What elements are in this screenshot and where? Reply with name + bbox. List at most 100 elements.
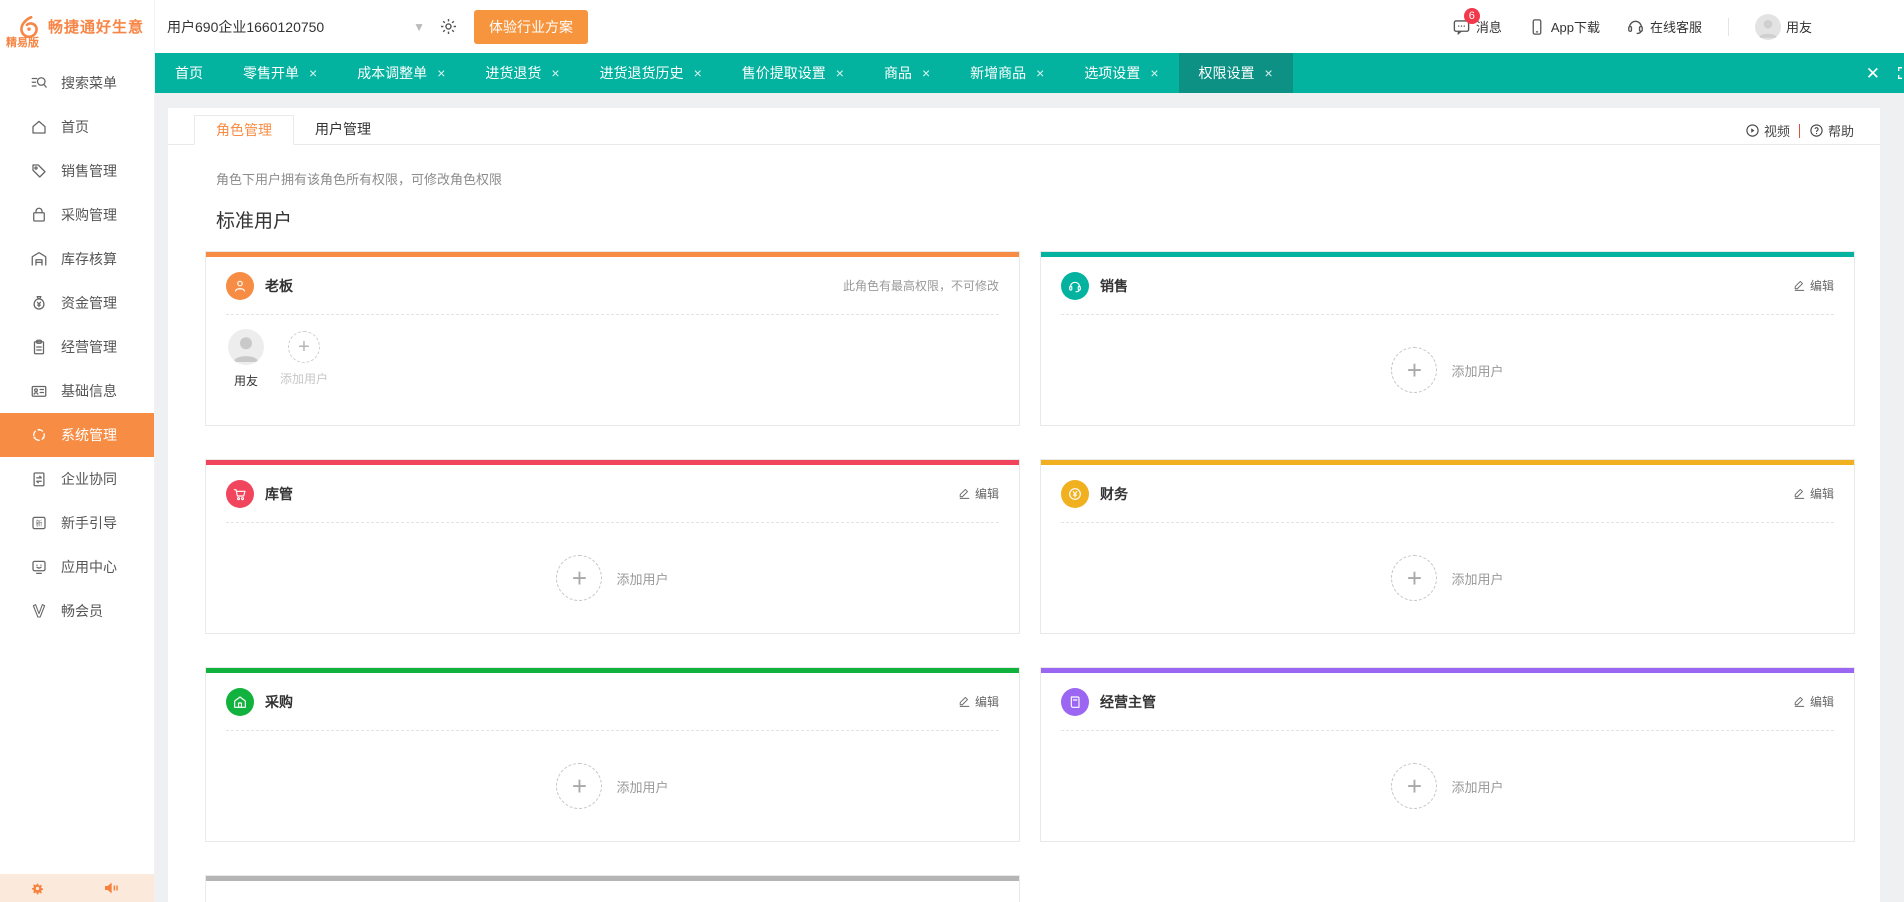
- boss-icon: [226, 271, 254, 300]
- tab-close-icon[interactable]: ×: [835, 65, 844, 81]
- online-service-button[interactable]: 在线客服: [1626, 17, 1702, 36]
- main-content: 角色管理 用户管理 视频 帮助: [155, 93, 1904, 902]
- sidebar-item-funds[interactable]: 资金管理: [0, 281, 154, 325]
- sidebar-item-baseinfo[interactable]: 基础信息: [0, 369, 154, 413]
- baseinfo-icon: [30, 382, 48, 400]
- add-user-label: 添加用户: [616, 571, 669, 587]
- home-icon: [30, 118, 48, 136]
- sidebar-item-inventory[interactable]: 库存核算: [0, 237, 154, 281]
- sidebar-item-appcenter[interactable]: 应用中心: [0, 545, 154, 589]
- sidebar-item-purchase[interactable]: 采购管理: [0, 193, 154, 237]
- top-bar: 畅捷通好生意 精易版 用户690企业1660120750 ▼ 体验行业方案 消息…: [0, 0, 1904, 53]
- edit-role-button[interactable]: 编辑: [1793, 277, 1834, 294]
- edit-role-button[interactable]: 编辑: [1793, 485, 1834, 502]
- user-menu[interactable]: 用友: [1754, 13, 1812, 40]
- tab-close-icon[interactable]: ×: [693, 65, 702, 81]
- plus-icon: +: [1391, 555, 1438, 601]
- edit-role-button[interactable]: 编辑: [1793, 693, 1834, 710]
- add-user-button[interactable]: + 添加用户: [280, 329, 328, 389]
- workspace-tab[interactable]: 权限设置 ×: [1178, 53, 1293, 93]
- workspace-tab[interactable]: 售价提取设置 ×: [722, 53, 864, 93]
- role-note: 此角色有最高权限，不可修改: [842, 279, 999, 293]
- role-card-color-bar: [1041, 460, 1854, 465]
- topbar-divider: [1727, 17, 1729, 36]
- workspace-tabbar: 首页 零售开单 × 成本调整单 × 进货退货 × 进货退货历史 × 售价提取设置 × 商品 × 新增商品 ×…: [155, 53, 1904, 93]
- role-card-color-bar: [206, 252, 1019, 257]
- help-link[interactable]: 帮助: [1809, 121, 1854, 140]
- trial-industry-button[interactable]: 体验行业方案: [474, 9, 588, 44]
- workspace-tab[interactable]: 成本调整单 ×: [337, 53, 465, 93]
- edit-role-button[interactable]: 编辑: [958, 485, 999, 502]
- settings-gear-icon[interactable]: [439, 17, 458, 36]
- tab-close-icon[interactable]: ×: [309, 65, 318, 81]
- close-all-tabs-icon[interactable]: ✕: [1865, 63, 1880, 83]
- tab-user-management[interactable]: 用户管理: [315, 121, 371, 137]
- workspace-tab[interactable]: 进货退货历史 ×: [580, 53, 722, 93]
- role-user[interactable]: 用友: [228, 329, 264, 389]
- user-avatar: [228, 329, 264, 365]
- sidebar-item-guide[interactable]: 新 新手引导: [0, 501, 154, 545]
- sidebar-item-search[interactable]: 搜索菜单: [0, 61, 154, 105]
- sidebar-item-member[interactable]: 畅会员: [0, 589, 154, 633]
- sidebar-item-label: 经营管理: [61, 339, 117, 355]
- workspace-tab[interactable]: 零售开单 ×: [223, 53, 337, 93]
- purchase-icon: [30, 206, 48, 224]
- add-user-button[interactable]: + 添加用户: [206, 731, 1019, 841]
- role-card-header: 销售 编辑: [1041, 257, 1854, 314]
- account-select[interactable]: 用户690企业1660120750 ▼: [167, 17, 425, 37]
- plus-icon: +: [288, 331, 320, 363]
- fullscreen-icon[interactable]: [1896, 65, 1904, 81]
- tab-close-icon[interactable]: ×: [551, 65, 560, 81]
- edit-role-button[interactable]: 编辑: [958, 693, 999, 710]
- inventory-icon: [30, 250, 48, 268]
- messages-count-badge: 6: [1463, 8, 1480, 24]
- sidebar-item-operation[interactable]: 经营管理: [0, 325, 154, 369]
- role-card: [205, 875, 1020, 902]
- tab-close-icon[interactable]: ×: [1264, 65, 1273, 81]
- role-card-color-bar: [206, 876, 1019, 881]
- role-card-header: [206, 881, 1019, 902]
- phone-icon: [1528, 18, 1546, 36]
- add-user-button[interactable]: + 添加用户: [1041, 523, 1854, 633]
- messages-button[interactable]: 消息 6: [1452, 8, 1502, 36]
- plus-icon: +: [556, 555, 603, 601]
- sidebar-item-system[interactable]: 系统管理: [0, 413, 154, 457]
- sales-role-icon: [1061, 271, 1089, 300]
- workspace-tab-label: 零售开单: [243, 65, 299, 81]
- add-user-button[interactable]: + 添加用户: [206, 523, 1019, 633]
- role-name: 库管: [265, 485, 293, 502]
- workspace-tab[interactable]: 新增商品 ×: [950, 53, 1064, 93]
- workspace-tab-label: 成本调整单: [357, 65, 428, 81]
- edit-pencil-icon: [1793, 279, 1806, 292]
- sidebar-item-home[interactable]: 首页: [0, 105, 154, 149]
- workspace-tab[interactable]: 商品 ×: [864, 53, 950, 93]
- sidebar-item-collab[interactable]: 企业协同: [0, 457, 154, 501]
- add-user-button[interactable]: + 添加用户: [1041, 731, 1854, 841]
- workspace-tab-label: 新增商品: [970, 65, 1027, 81]
- actions-divider: [1798, 123, 1800, 138]
- workspace-tab[interactable]: 进货退货 ×: [465, 53, 579, 93]
- sound-mute-icon[interactable]: [103, 880, 119, 896]
- tab-close-icon[interactable]: ×: [437, 65, 446, 81]
- tab-close-icon[interactable]: ×: [1036, 65, 1045, 81]
- appcenter-icon: [30, 558, 48, 576]
- sidebar-settings-gear-icon[interactable]: [30, 881, 45, 896]
- video-link[interactable]: 视频: [1745, 121, 1790, 140]
- role-card-color-bar: [1041, 668, 1854, 673]
- role-card: 财务 编辑 + 添加用户: [1040, 459, 1855, 634]
- sidebar-item-sales[interactable]: 销售管理: [0, 149, 154, 193]
- role-name: 销售: [1100, 277, 1128, 294]
- section-title: 标准用户: [216, 211, 293, 232]
- edit-label: 编辑: [1809, 695, 1834, 709]
- card-divider: [1061, 522, 1834, 523]
- role-card-body: + 添加用户: [1041, 523, 1854, 633]
- tab-close-icon[interactable]: ×: [921, 65, 931, 81]
- app-download-button[interactable]: App下载: [1528, 17, 1600, 36]
- member-icon: [30, 602, 48, 620]
- card-divider: [1061, 730, 1834, 731]
- workspace-tab[interactable]: 选项设置 ×: [1064, 53, 1178, 93]
- add-user-button[interactable]: + 添加用户: [1041, 315, 1854, 425]
- tab-role-management[interactable]: 角色管理: [194, 115, 294, 145]
- workspace-tab[interactable]: 首页: [155, 53, 223, 93]
- tab-close-icon[interactable]: ×: [1150, 65, 1159, 81]
